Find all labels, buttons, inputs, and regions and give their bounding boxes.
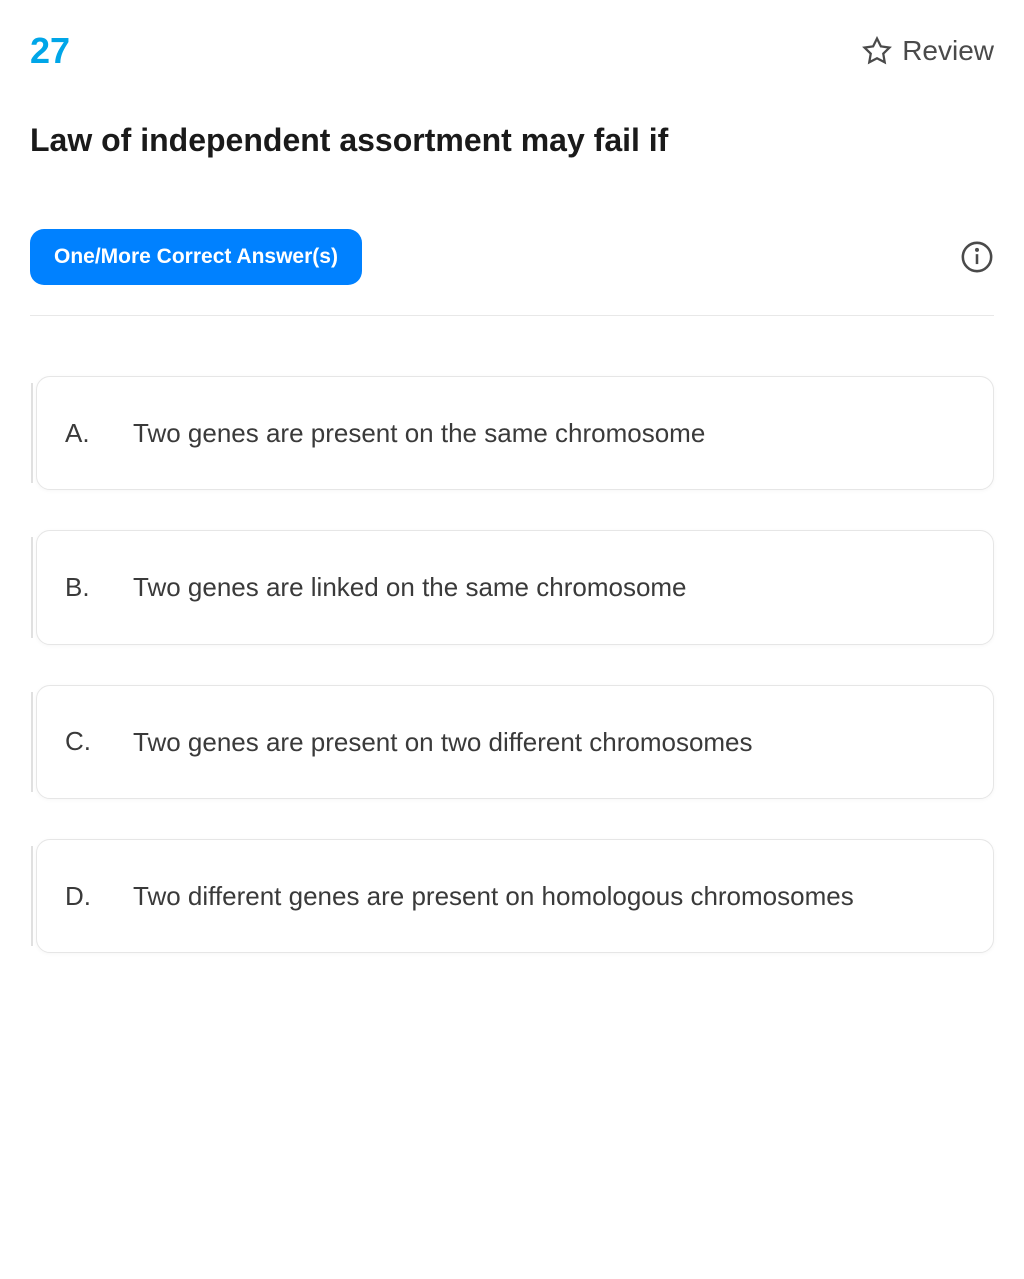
options-container: A. Two genes are present on the same chr… [30, 376, 994, 953]
option-letter: D. [65, 881, 101, 912]
option-letter: B. [65, 572, 101, 603]
answer-type-badge[interactable]: One/More Correct Answer(s) [30, 229, 362, 285]
option-letter: C. [65, 726, 101, 757]
option-b[interactable]: B. Two genes are linked on the same chro… [36, 530, 994, 644]
review-label: Review [902, 35, 994, 67]
option-text: Two genes are present on the same chromo… [133, 413, 705, 453]
question-text: Law of independent assortment may fail i… [30, 122, 994, 159]
question-number: 27 [30, 30, 70, 72]
divider [30, 315, 994, 316]
header-row: 27 Review [30, 30, 994, 72]
option-text: Two genes are present on two different c… [133, 722, 753, 762]
badge-row: One/More Correct Answer(s) [30, 229, 994, 285]
option-text: Two different genes are present on homol… [133, 876, 854, 916]
star-icon [862, 36, 892, 66]
option-letter: A. [65, 418, 101, 449]
option-c[interactable]: C. Two genes are present on two differen… [36, 685, 994, 799]
option-a[interactable]: A. Two genes are present on the same chr… [36, 376, 994, 490]
review-button[interactable]: Review [862, 35, 994, 67]
option-d[interactable]: D. Two different genes are present on ho… [36, 839, 994, 953]
option-text: Two genes are linked on the same chromos… [133, 567, 687, 607]
info-icon[interactable] [960, 240, 994, 274]
